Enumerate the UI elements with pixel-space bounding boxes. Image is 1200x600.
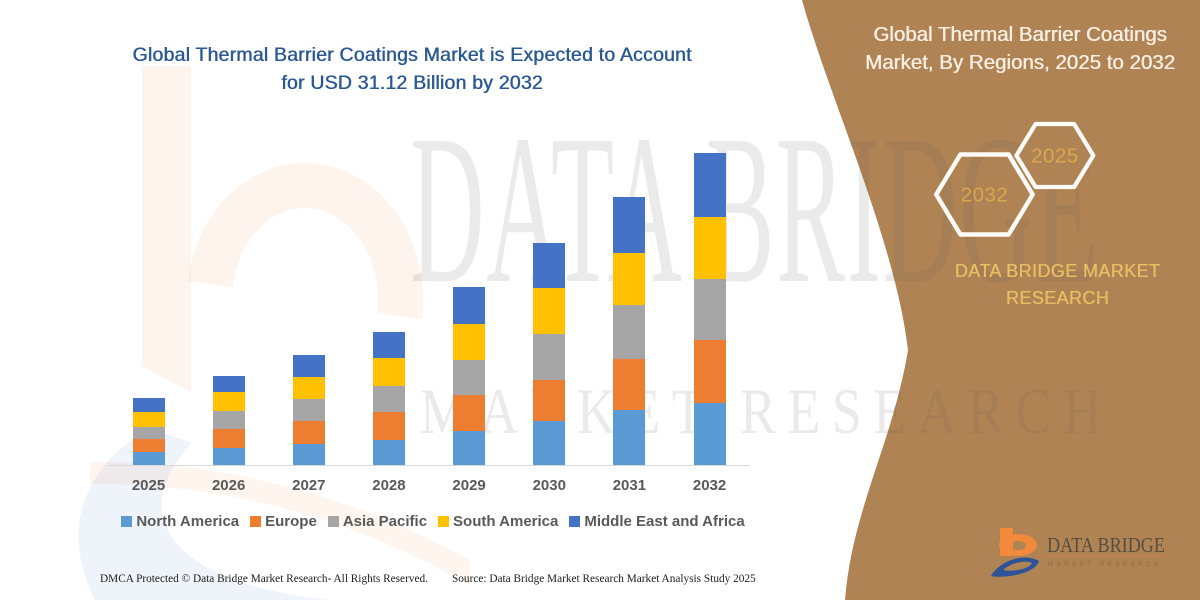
- bar-segment-2026-europe: [212, 429, 245, 449]
- side-panel-brand: DATA BRIDGE MARKET RESEARCH: [920, 258, 1195, 312]
- bar-segment-2028-south-america: [373, 358, 405, 387]
- chart-title-line1: Global Thermal Barrier Coatings Market i…: [132, 44, 692, 66]
- x-axis-label-2029: 2029: [452, 477, 486, 494]
- logo-b-bowl: [998, 534, 1037, 556]
- legend-swatch: [250, 516, 262, 527]
- bar-segment-2030-north-america: [533, 421, 566, 465]
- x-axis-label-2030: 2030: [532, 477, 566, 494]
- footer-source-text: Source: Data Bridge Market Research Mark…: [452, 573, 756, 585]
- bar-segment-2031-asia-pacific: [613, 305, 646, 360]
- watermark-b-bowl: [188, 162, 424, 320]
- legend-label: South America: [453, 513, 559, 530]
- logo-wordmark: DATA BRIDGE: [1047, 533, 1165, 557]
- hexagon-badges: 2032 2025: [934, 121, 1096, 237]
- bar-segment-2030-asia-pacific: [533, 334, 566, 381]
- bar-segment-2025-middle-east-and-africa: [132, 398, 165, 412]
- side-panel-brand-line1: DATA BRIDGE MARKET: [954, 261, 1161, 281]
- x-axis-label-2025: 2025: [131, 477, 166, 494]
- legend-label: Middle East and Africa: [584, 513, 745, 530]
- bar-segment-2030-middle-east-and-africa: [533, 243, 566, 289]
- x-axis-line: [108, 465, 750, 466]
- side-panel-brand-line2: RESEARCH: [1005, 288, 1110, 308]
- hex-2025-label: 2025: [1031, 145, 1079, 168]
- bar-segment-2031-middle-east-and-africa: [613, 197, 646, 253]
- legend-item-middle-east-and-africa: Middle East and Africa: [569, 513, 745, 530]
- legend-item-europe: Europe: [250, 513, 317, 530]
- bar-segment-2026-asia-pacific: [212, 410, 245, 429]
- x-axis-label-2032: 2032: [692, 477, 727, 494]
- bar-segment-2025-asia-pacific: [132, 426, 165, 440]
- bar-segment-2032-europe: [693, 339, 726, 403]
- legend-label: Asia Pacific: [342, 513, 428, 530]
- watermark-b-stem: [142, 66, 191, 393]
- bar-segment-2028-asia-pacific: [373, 386, 405, 412]
- bar-segment-2032-asia-pacific: [693, 278, 726, 340]
- bar-segment-2031-south-america: [613, 252, 646, 306]
- side-panel-fill: [802, 0, 1200, 600]
- logo-underline: [1047, 555, 1165, 558]
- bar-segment-2029-north-america: [453, 430, 486, 465]
- hex-2032-label: 2032: [961, 184, 1009, 207]
- bar-segment-2027-middle-east-and-africa: [292, 354, 325, 377]
- legend-item-south-america: South America: [438, 513, 558, 530]
- bar-segment-2028-europe: [373, 411, 405, 440]
- bar-segment-2030-europe: [533, 380, 566, 422]
- hexagon-2032: [934, 152, 1035, 237]
- bar-segment-2026-middle-east-and-africa: [212, 376, 245, 393]
- legend-item-north-america: North America: [121, 513, 239, 530]
- legend-swatch: [438, 516, 450, 527]
- legend-swatch: [327, 516, 339, 527]
- x-axis-label-2028: 2028: [372, 477, 406, 494]
- bar-segment-2030-south-america: [533, 288, 566, 334]
- plot-area: 2025 2026 2027 2028 2029 2030 2031 2032: [108, 152, 750, 494]
- bar-segment-2025-europe: [132, 439, 165, 453]
- bar-segment-2027-asia-pacific: [292, 398, 325, 421]
- legend-item-asia-pacific: Asia Pacific: [327, 513, 428, 530]
- bar-segment-2028-middle-east-and-africa: [373, 332, 405, 359]
- legend-swatch: [569, 516, 581, 527]
- bar-segment-2026-north-america: [212, 448, 245, 465]
- bar-segment-2031-europe: [613, 359, 646, 411]
- legend-label: Europe: [265, 513, 317, 530]
- bar-segment-2032-north-america: [693, 402, 726, 465]
- bar-segment-2025-south-america: [132, 411, 165, 427]
- logo-d-swoosh: [991, 557, 1039, 577]
- bar-segment-2029-middle-east-and-africa: [453, 286, 486, 324]
- side-panel-heading-line2: Market, By Regions, 2025 to 2032: [865, 50, 1175, 74]
- x-axis-label-2027: 2027: [292, 477, 326, 494]
- side-panel-heading-line1: Global Thermal Barrier Coatings: [873, 23, 1167, 46]
- watermark-blue-swoosh: [78, 428, 330, 600]
- legend-swatch: [121, 516, 133, 527]
- bar-segment-2032-south-america: [693, 216, 726, 279]
- bar-segment-2027-south-america: [292, 376, 325, 399]
- footer-dmca-text: DMCA Protected © Data Bridge Market Rese…: [100, 573, 428, 585]
- bar-segment-2029-europe: [453, 394, 486, 431]
- bar-segment-2027-europe: [292, 420, 325, 445]
- bar-segment-2031-north-america: [613, 410, 646, 465]
- bar-segment-2027-north-america: [292, 444, 325, 465]
- bar-segment-2028-north-america: [373, 439, 405, 465]
- bar-segment-2029-asia-pacific: [453, 359, 486, 395]
- bar-segment-2026-south-america: [212, 392, 245, 411]
- side-panel-heading: Global Thermal Barrier Coatings Market, …: [855, 21, 1185, 76]
- x-axis-label-2031: 2031: [612, 477, 647, 494]
- bar-segment-2025-north-america: [132, 452, 165, 465]
- legend-label: North America: [136, 513, 240, 530]
- data-bridge-logo: DATA BRIDGE MARKET RESEARCH: [991, 528, 1165, 577]
- watermark-text-row1: DATA BRIDGE: [410, 90, 1101, 328]
- logo-subtext: MARKET RESEARCH: [1048, 559, 1162, 568]
- watermark-orange-swoosh: [90, 462, 470, 585]
- chart-title: Global Thermal Barrier Coatings Market i…: [62, 41, 762, 97]
- chart-legend: North America Europe Asia Pacific South Ame…: [33, 513, 833, 530]
- hexagon-2025: [1014, 121, 1096, 190]
- bar-segment-2029-south-america: [453, 323, 486, 360]
- x-axis-label-2026: 2026: [211, 477, 246, 494]
- bar-segment-2032-middle-east-and-africa: [693, 152, 726, 217]
- chart-title-line2: for USD 31.12 Billion by 2032: [281, 72, 543, 94]
